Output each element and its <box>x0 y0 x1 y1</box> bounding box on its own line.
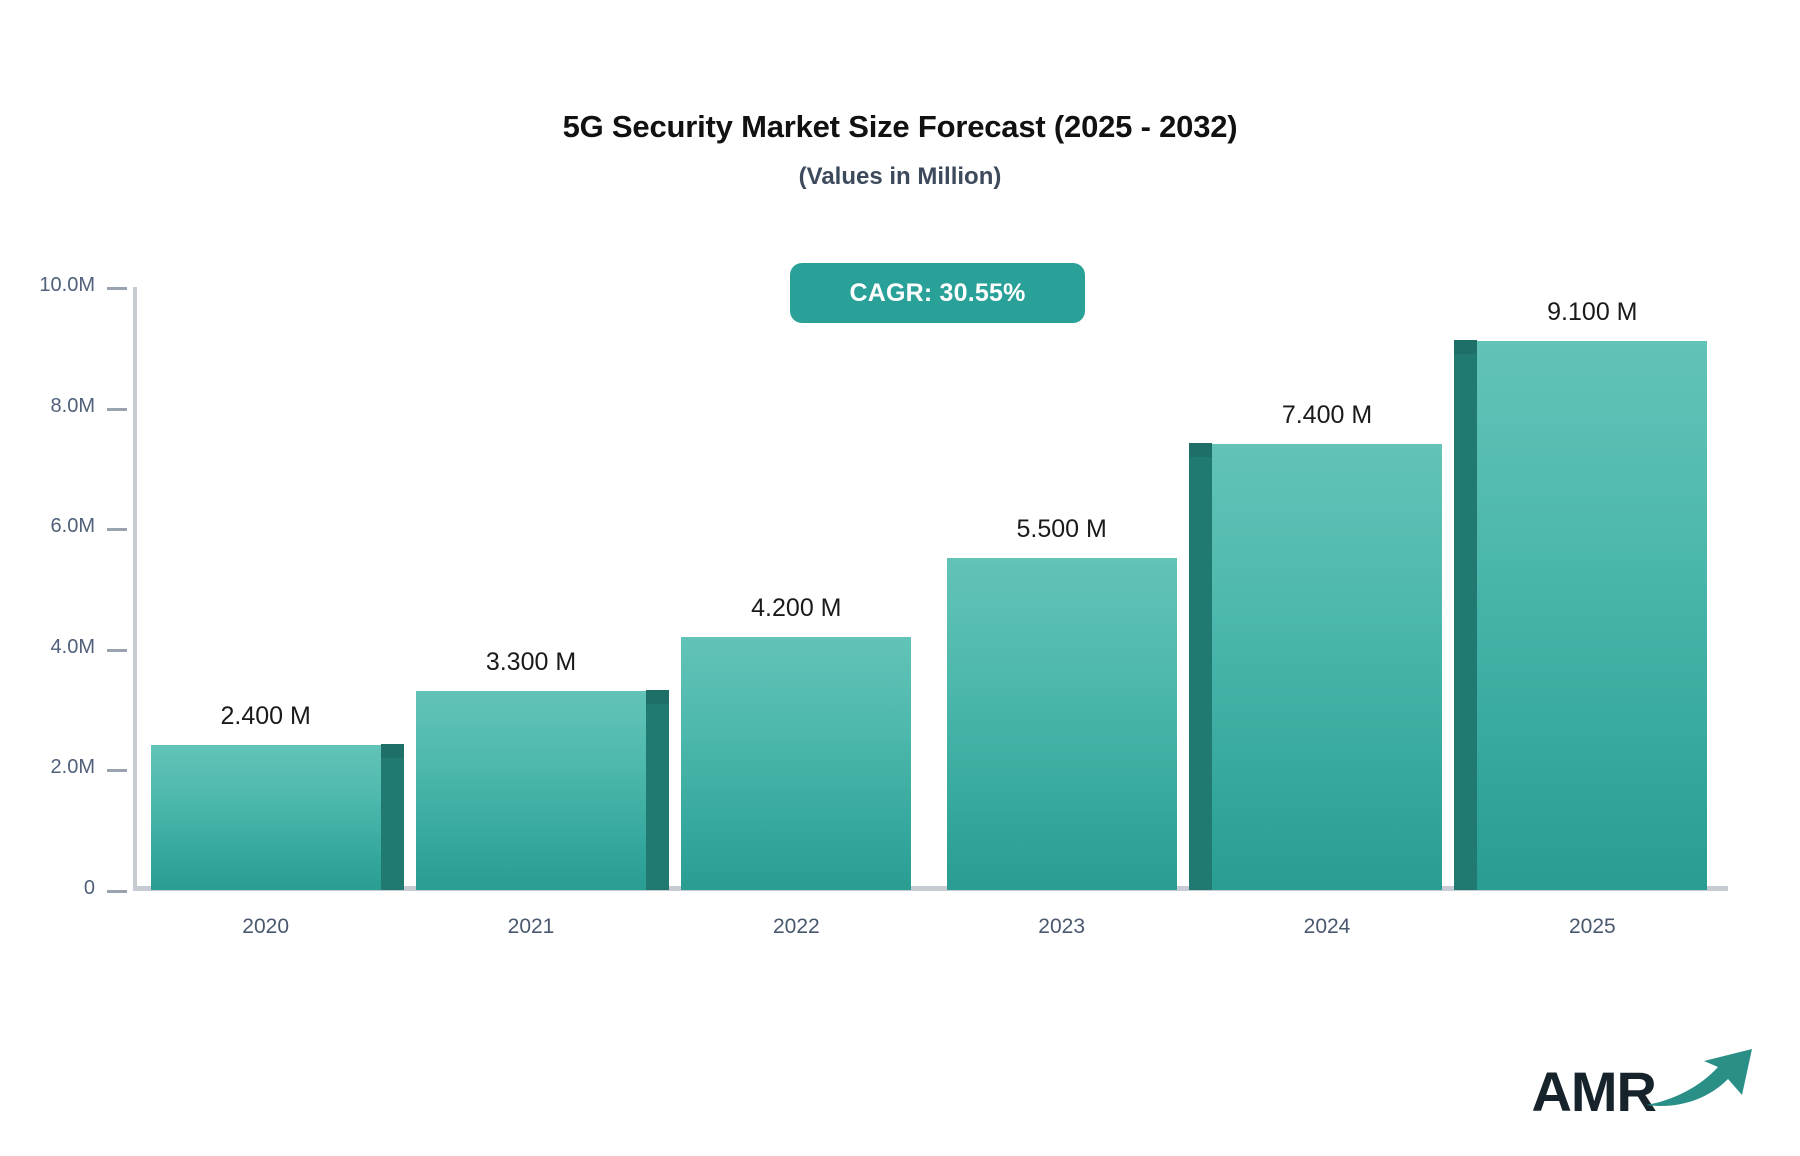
cagr-badge: CAGR: 30.55% <box>790 263 1085 323</box>
y-axis-line <box>133 287 137 890</box>
bar-value-label: 5.500 M <box>1016 515 1107 544</box>
bar-2024: 7.400 M <box>1189 401 1442 890</box>
bar-top-bevel <box>646 690 669 705</box>
amr-logo: AMR <box>1531 1049 1760 1123</box>
bar-value-label: 4.200 M <box>751 593 842 622</box>
bar-value-label: 7.400 M <box>1281 400 1373 429</box>
y-axis-tick-dash <box>107 287 127 290</box>
bar-top-bevel <box>1189 442 1212 457</box>
y-axis-tick-label: 10.0M <box>39 274 95 296</box>
bar-side-face <box>1189 456 1212 890</box>
title-block: 5G Security Market Size Forecast (2025 -… <box>0 108 1800 191</box>
bar-body <box>1212 443 1442 890</box>
x-axis-label-2020: 2020 <box>242 915 290 938</box>
x-axis-label-2025: 2025 <box>1568 915 1616 938</box>
bar-top-bevel <box>380 744 404 759</box>
bar-2021: 3.300 M <box>416 648 669 890</box>
bar-value-label: 3.300 M <box>485 648 577 677</box>
bar-2025: 9.100 M <box>1454 298 1708 890</box>
y-axis-tick-label: 2.0M <box>50 756 95 779</box>
y-axis-tick: 8.0M <box>0 395 133 417</box>
y-axis-tick: 2.0M <box>0 756 133 778</box>
y-axis-tick-label: 8.0M <box>50 394 95 417</box>
bar-side-face <box>380 758 404 890</box>
bar-body <box>416 691 646 890</box>
bar-body <box>946 558 1177 890</box>
x-axis-line <box>133 886 1728 891</box>
bar-side-face <box>646 704 669 890</box>
y-axis-tick-dash <box>107 890 127 893</box>
bar-value-label: 2.400 M <box>220 702 311 731</box>
y-axis-tick: 10.0M <box>0 274 133 296</box>
y-axis-tick-label: 6.0M <box>50 515 95 538</box>
plot-area: 2.400 M 3.300 M 4.200 M 5.500 M 7.400 M 9.100… <box>133 287 1725 890</box>
x-axis-label-2024: 2024 <box>1303 915 1351 938</box>
bar-2020: 2.400 M <box>150 702 404 890</box>
cagr-badge-label: CAGR: 30.55% <box>849 278 1026 307</box>
x-axis-label-2021: 2021 <box>507 915 555 938</box>
x-axis-label-2023: 2023 <box>1038 915 1086 938</box>
bar-body <box>681 636 912 890</box>
amr-logo-text: AMR <box>1531 1060 1657 1123</box>
y-axis-tick-dash <box>107 528 127 532</box>
bar-2023: 5.500 M <box>946 515 1177 890</box>
y-axis-tick-label: 0 <box>83 877 95 899</box>
y-axis-tick-dash <box>107 648 127 652</box>
bar-body <box>150 745 381 890</box>
chart-title: 5G Security Market Size Forecast (2025 -… <box>562 109 1238 144</box>
y-axis-tick-label: 4.0M <box>50 635 95 658</box>
growth-arrow-icon <box>1642 1045 1760 1116</box>
chart-subtitle: (Values in Million) <box>798 163 1002 191</box>
y-axis-tick-dash <box>107 769 127 773</box>
y-axis-tick: 0 <box>0 877 133 899</box>
bar-2022: 4.200 M <box>681 594 912 890</box>
bar-body <box>1477 341 1708 890</box>
y-axis-tick: 6.0M <box>0 515 133 537</box>
y-axis-tick-dash <box>107 407 127 411</box>
bar-top-bevel <box>1454 340 1478 355</box>
bar-side-face <box>1454 354 1478 890</box>
y-axis-tick: 4.0M <box>0 636 133 658</box>
bar-value-label: 9.100 M <box>1547 298 1638 327</box>
x-axis-label-2022: 2022 <box>772 915 820 938</box>
